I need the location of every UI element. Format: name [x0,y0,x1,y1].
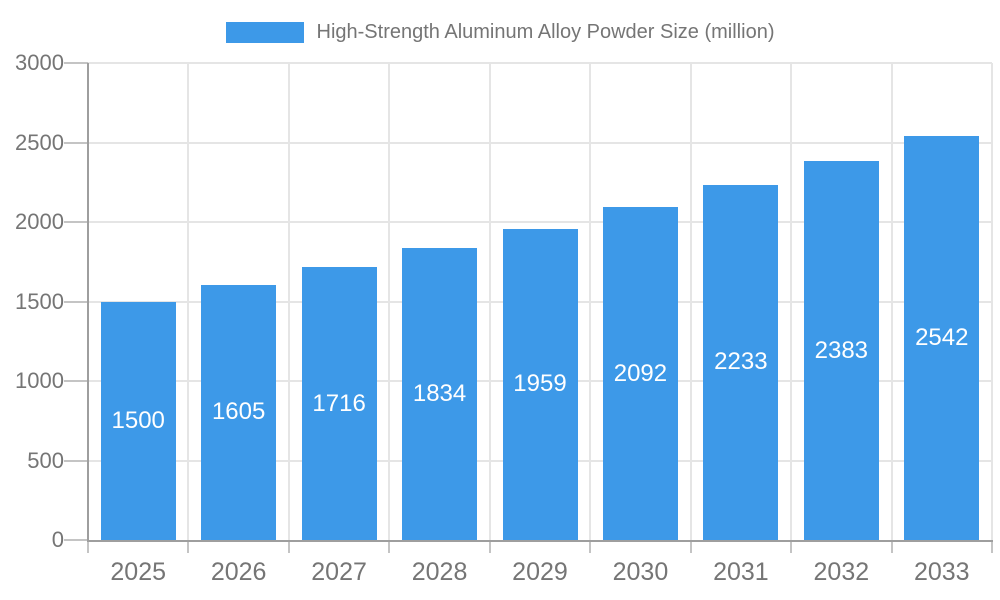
y-axis-line [87,63,89,540]
y-tick-label: 3000 [15,50,64,75]
x-tick-label: 2026 [210,558,267,586]
y-tick-label: 1000 [15,368,64,393]
y-tick-label: 0 [51,527,64,552]
x-tick-label: 2025 [110,558,167,586]
x-tick-label: 2032 [813,558,870,586]
x-tick-label: 2030 [612,558,669,586]
v-gridline [589,63,592,540]
bar[interactable]: 2233 [703,184,779,540]
x-tick [689,540,692,553]
bar-value-label: 2092 [613,359,668,387]
bar-value-label: 1716 [312,389,366,417]
x-tick [488,540,491,553]
x-tick [287,540,290,553]
y-tick-label: 2500 [15,129,64,155]
y-tick-label: 500 [27,447,64,473]
bar-value-label: 2383 [814,336,869,364]
x-tick [790,540,793,553]
legend-label: High-Strength Aluminum Alloy Powder Size… [316,21,775,43]
v-gridline [388,63,391,540]
bar-value-label: 2233 [714,348,768,376]
y-tick [64,62,88,64]
y-tick-label: 2000 [15,209,64,234]
v-gridline [991,63,993,540]
v-gridline [689,63,692,540]
y-tick [64,141,88,144]
legend-item[interactable]: High-Strength Aluminum Alloy Powder Size… [0,21,1000,44]
v-gridline [488,63,491,540]
x-tick-label: 2027 [311,558,367,586]
h-gridline [88,62,992,64]
y-tick [64,380,88,382]
h-gridline [88,141,992,144]
x-tick [890,540,893,553]
bar[interactable]: 2092 [602,207,678,540]
v-gridline [287,63,290,540]
x-tick-label: 2033 [913,558,970,586]
bar-value-label: 2542 [915,323,969,351]
x-tick [388,540,391,553]
bar-value-label: 1500 [111,406,165,434]
plot-area: 0 500 1000 1500 2000 2500 3000 1500 2025 1605 2026… [15,50,993,586]
x-tick-label: 2029 [512,558,568,586]
x-tick [87,540,89,553]
v-gridline [187,63,190,540]
bar[interactable]: 1959 [502,228,578,540]
x-tick [991,540,993,553]
y-tick [64,221,88,223]
x-tick-label: 2031 [713,558,769,586]
h-gridline [88,221,992,223]
bar-value-label: 1605 [211,398,266,426]
y-tick [64,300,88,303]
bar-value-label: 1959 [513,370,567,398]
v-gridline [890,63,893,540]
x-axis-line [87,540,993,542]
bar[interactable]: 2542 [904,135,980,540]
x-tick [589,540,592,553]
y-tick [64,459,88,462]
y-tick [64,539,88,541]
x-tick-label: 2028 [411,558,468,586]
legend-swatch [225,22,304,43]
bar[interactable]: 2383 [803,161,879,540]
x-tick [187,540,190,553]
bar-value-label: 1834 [412,380,467,408]
bar[interactable]: 1716 [301,267,377,540]
bar[interactable]: 1500 [100,301,176,540]
v-gridline [790,63,793,540]
bar[interactable]: 1834 [402,248,478,540]
y-tick-label: 1500 [15,288,64,314]
bar[interactable]: 1605 [201,284,277,540]
